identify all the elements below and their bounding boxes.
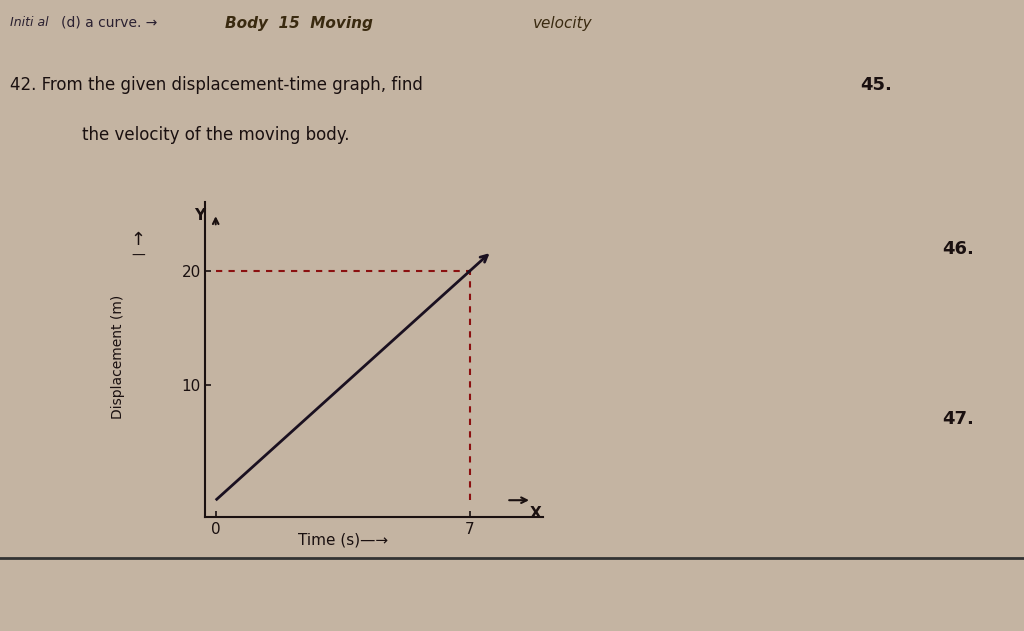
Text: velocity: velocity: [532, 16, 592, 31]
Text: 47.: 47.: [942, 410, 974, 428]
Text: 46.: 46.: [942, 240, 974, 258]
Text: Initi al: Initi al: [10, 16, 49, 29]
Text: (d) a curve. →: (d) a curve. →: [61, 16, 158, 30]
Text: Displacement (m): Displacement (m): [111, 295, 125, 418]
Text: 42. From the given displacement-time graph, find: 42. From the given displacement-time gra…: [10, 76, 423, 94]
Text: X: X: [529, 507, 542, 521]
Text: Y: Y: [194, 208, 205, 223]
Text: 45.: 45.: [860, 76, 892, 94]
Text: ↑: ↑: [131, 231, 145, 249]
Text: —: —: [131, 249, 145, 262]
Text: Time (s)—→: Time (s)—→: [298, 533, 388, 548]
Text: Body  15  Moving: Body 15 Moving: [225, 16, 373, 31]
Text: the velocity of the moving body.: the velocity of the moving body.: [82, 126, 349, 144]
